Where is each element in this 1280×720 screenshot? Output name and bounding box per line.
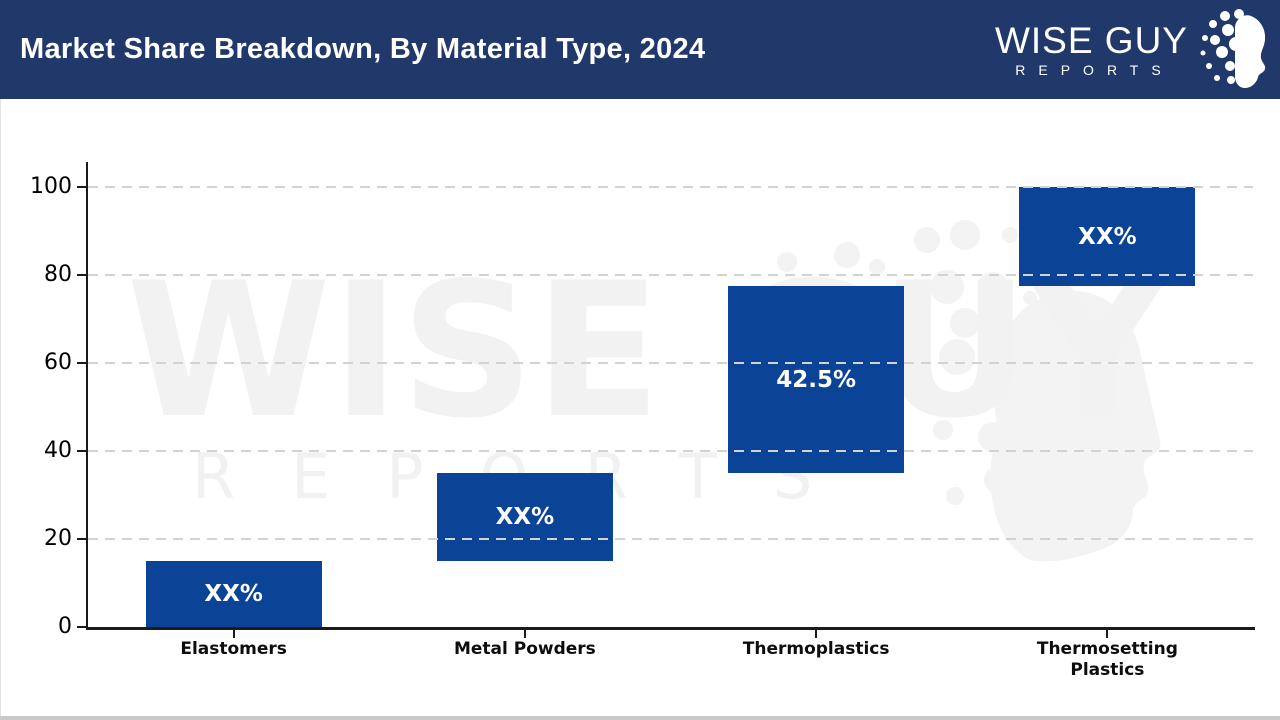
gridline xyxy=(88,538,1253,540)
y-axis xyxy=(86,162,88,630)
watermark-face-dots xyxy=(777,220,1161,562)
bottom-border xyxy=(0,716,1280,720)
header-bar: Market Share Breakdown, By Material Type… xyxy=(0,0,1280,99)
y-tick-label: 80 xyxy=(44,262,72,287)
x-tick-mark xyxy=(815,630,818,638)
x-tick-mark xyxy=(1106,630,1109,638)
y-tick-mark xyxy=(77,362,86,364)
gridline xyxy=(88,362,1253,364)
x-category-label: Thermosetting Plastics xyxy=(1036,639,1178,680)
gridline xyxy=(88,186,1253,188)
gridline xyxy=(88,274,1253,276)
y-tick-label: 100 xyxy=(30,174,72,199)
x-axis xyxy=(86,627,1255,630)
bar: 42.5% xyxy=(728,286,905,473)
face-profile-icon xyxy=(1200,8,1266,88)
bar-label: XX% xyxy=(204,581,263,607)
bar-label: 42.5% xyxy=(776,366,857,393)
x-category-label: Elastomers xyxy=(180,639,287,659)
y-tick-label: 0 xyxy=(58,614,72,639)
y-tick-label: 60 xyxy=(44,350,72,375)
x-tick-mark xyxy=(523,630,526,638)
bar: XX% xyxy=(436,473,613,561)
logo-wordmark-line1: WISE GUY xyxy=(994,19,1188,61)
y-tick-label: 20 xyxy=(44,526,72,551)
y-tick-mark xyxy=(77,626,86,628)
bar: XX% xyxy=(1019,187,1196,286)
x-category-label: Thermoplastics xyxy=(742,639,890,659)
gridline xyxy=(88,450,1253,452)
page-title: Market Share Breakdown, By Material Type… xyxy=(20,33,706,65)
logo-wordmark: WISE GUY REPORTS xyxy=(994,19,1188,78)
y-tick-mark xyxy=(77,186,86,188)
brand-logo: WISE GUY REPORTS xyxy=(995,0,1268,99)
bar-label: XX% xyxy=(1078,223,1137,250)
watermark-wordmark: WISE GUY xyxy=(126,242,1165,459)
y-tick-mark xyxy=(77,538,86,540)
y-tick-label: 40 xyxy=(44,438,72,463)
y-tick-mark xyxy=(77,450,86,452)
x-category-label: Metal Powders xyxy=(453,639,596,659)
y-tick-mark xyxy=(77,274,86,276)
logo-wordmark-line2: REPORTS xyxy=(1015,61,1174,78)
x-tick-mark xyxy=(232,630,235,638)
bar-label: XX% xyxy=(495,504,555,530)
bar: XX% xyxy=(145,561,322,627)
left-edge-divider xyxy=(0,99,1,716)
